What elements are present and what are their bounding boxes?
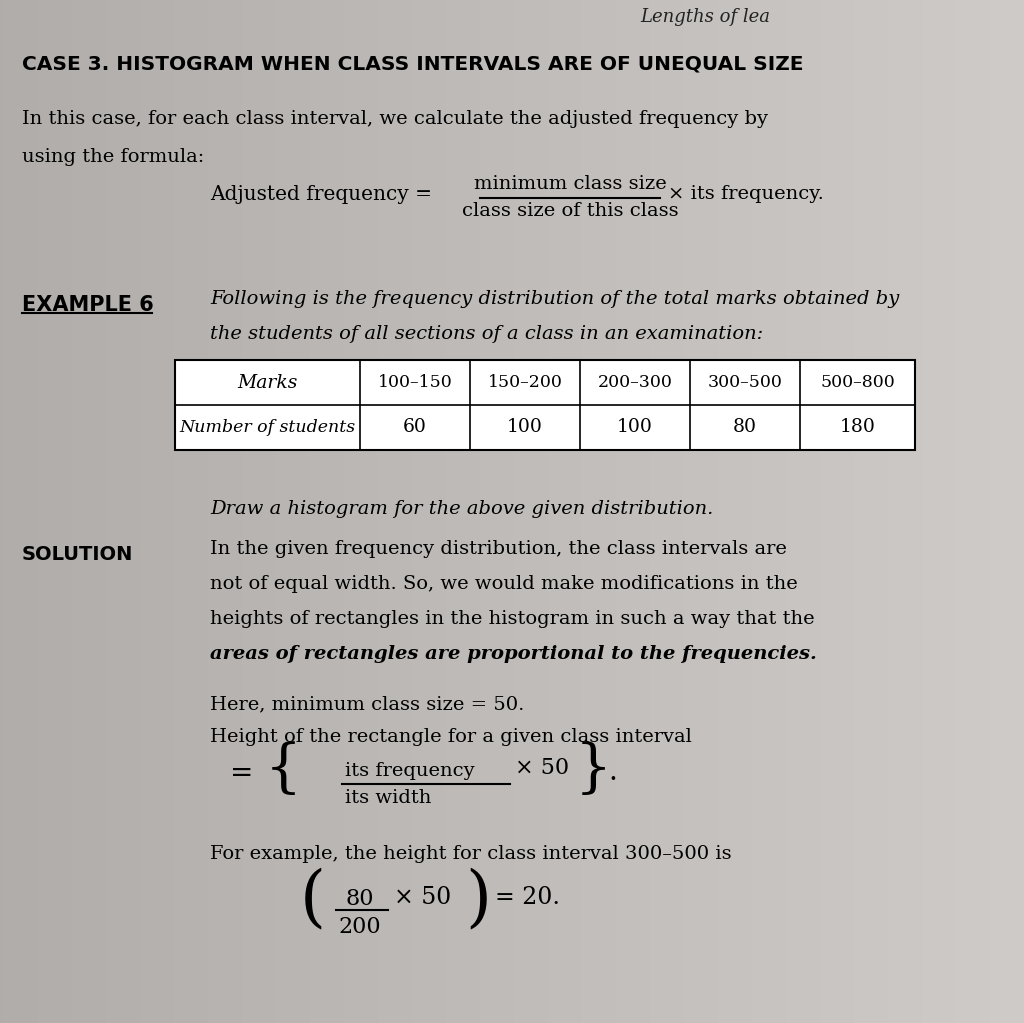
Text: × its frequency.: × its frequency. [668,185,824,203]
Text: not of equal width. So, we would make modifications in the: not of equal width. So, we would make mo… [210,575,798,593]
Text: }: } [575,742,612,798]
Text: = 20.: = 20. [495,887,560,909]
Text: 180: 180 [840,418,876,437]
Text: 150–200: 150–200 [487,374,562,391]
Text: =: = [230,759,253,787]
Text: Adjusted frequency =: Adjusted frequency = [210,185,432,204]
Text: Height of the rectangle for a given class interval: Height of the rectangle for a given clas… [210,728,692,746]
Text: using the formula:: using the formula: [22,148,204,166]
Text: Following is the frequency distribution of the total marks obtained by: Following is the frequency distribution … [210,290,899,308]
Text: Marks: Marks [238,373,298,392]
Text: areas of rectangles are proportional to the frequencies.: areas of rectangles are proportional to … [210,644,817,663]
Text: 100–150: 100–150 [378,374,453,391]
Text: ): ) [465,868,490,933]
Text: 500–800: 500–800 [820,374,895,391]
Text: 80: 80 [733,418,757,437]
Text: Here, minimum class size = 50.: Here, minimum class size = 50. [210,695,524,713]
Text: .: . [608,759,616,787]
Text: 60: 60 [403,418,427,437]
Text: its width: its width [345,789,431,807]
Text: 300–500: 300–500 [708,374,782,391]
Text: In the given frequency distribution, the class intervals are: In the given frequency distribution, the… [210,540,786,558]
Text: Draw a histogram for the above given distribution.: Draw a histogram for the above given dis… [210,500,714,518]
Text: {: { [265,742,302,798]
Text: For example, the height for class interval 300–500 is: For example, the height for class interv… [210,845,731,863]
Text: minimum class size: minimum class size [474,175,667,193]
Text: × 50: × 50 [515,757,569,779]
Text: CASE 3. HISTOGRAM WHEN CLASS INTERVALS ARE OF UNEQUAL SIZE: CASE 3. HISTOGRAM WHEN CLASS INTERVALS A… [22,55,804,74]
Text: SOLUTION: SOLUTION [22,545,133,564]
Text: 200: 200 [339,916,381,938]
Text: Number of students: Number of students [179,419,355,436]
Text: its frequency: its frequency [345,762,475,780]
Text: 80: 80 [346,888,374,910]
Text: 100: 100 [617,418,653,437]
Text: In this case, for each class interval, we calculate the adjusted frequency by: In this case, for each class interval, w… [22,110,768,128]
Text: 200–300: 200–300 [598,374,673,391]
Text: Lengths of lea: Lengths of lea [640,8,770,26]
Text: the students of all sections of a class in an examination:: the students of all sections of a class … [210,325,763,343]
Bar [175,360,915,450]
Text: class size of this class: class size of this class [462,202,678,220]
Text: 100: 100 [507,418,543,437]
Text: (: ( [300,868,326,933]
Text: × 50: × 50 [394,887,452,909]
Text: EXAMPLE 6: EXAMPLE 6 [22,295,154,315]
Text: heights of rectangles in the histogram in such a way that the: heights of rectangles in the histogram i… [210,610,815,628]
